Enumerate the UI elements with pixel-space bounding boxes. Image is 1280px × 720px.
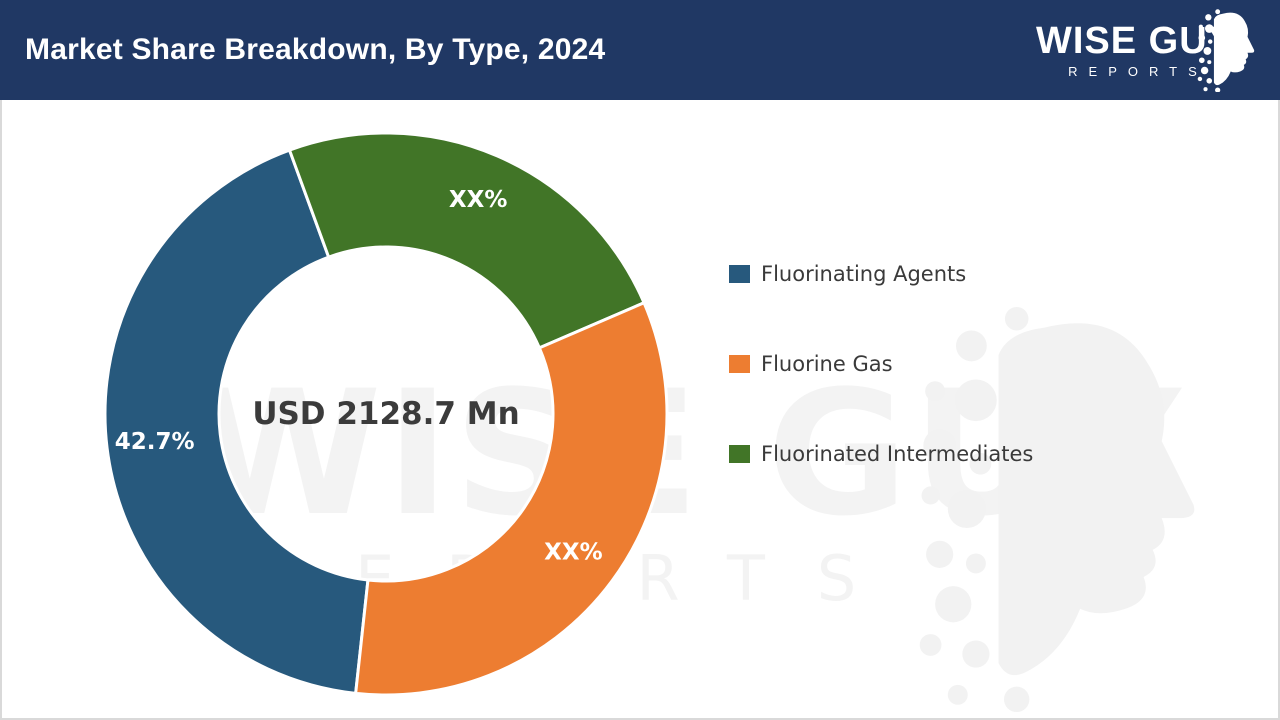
donut-slice-fluorinating-agents — [103, 148, 370, 696]
donut-chart: 42.7% XX% XX% — [103, 131, 669, 697]
legend-item-fluorinating-agents: Fluorinating Agents — [729, 262, 1033, 286]
legend-item-fluorine-gas: Fluorine Gas — [729, 352, 1033, 376]
slice-value-label: 42.7% — [115, 429, 195, 455]
slice-value-label: XX% — [449, 187, 508, 213]
logo-wordmark: WISE GUY — [1035, 19, 1234, 62]
page-title: Market Share Breakdown, By Type, 2024 — [25, 33, 606, 66]
legend-item-fluorinated-intermediates: Fluorinated Intermediates — [729, 442, 1033, 466]
report-body: WISE GUY REPORTS 42.7%XX%XX% USD 2128.7 … — [0, 100, 1280, 720]
donut-slice-fluorine-gas — [353, 300, 669, 697]
chart-legend: Fluorinating Agents Fluorine Gas Fluorin… — [729, 262, 1033, 466]
legend-swatch-blue — [729, 265, 750, 283]
legend-label: Fluorinated Intermediates — [761, 442, 1034, 466]
watermark-face-icon — [919, 306, 1195, 713]
wise-guy-reports-logo: WISE GUY REPORTS — [1036, 8, 1266, 92]
slice-value-label: XX% — [544, 539, 603, 565]
legend-label: Fluorinating Agents — [761, 262, 967, 286]
face-profile-icon — [1197, 9, 1255, 92]
header-bar: Market Share Breakdown, By Type, 2024 WI… — [0, 0, 1280, 100]
logo-subtitle: REPORTS — [1068, 64, 1208, 80]
logo-text: WISE GUY REPORTS — [1035, 19, 1234, 80]
legend-swatch-orange — [729, 355, 750, 373]
legend-label: Fluorine Gas — [761, 352, 893, 376]
donut-slice-fluorinated-intermediates — [287, 131, 647, 350]
legend-swatch-green — [729, 445, 750, 463]
chart-center-value: USD 2128.7 Mn — [252, 396, 520, 432]
